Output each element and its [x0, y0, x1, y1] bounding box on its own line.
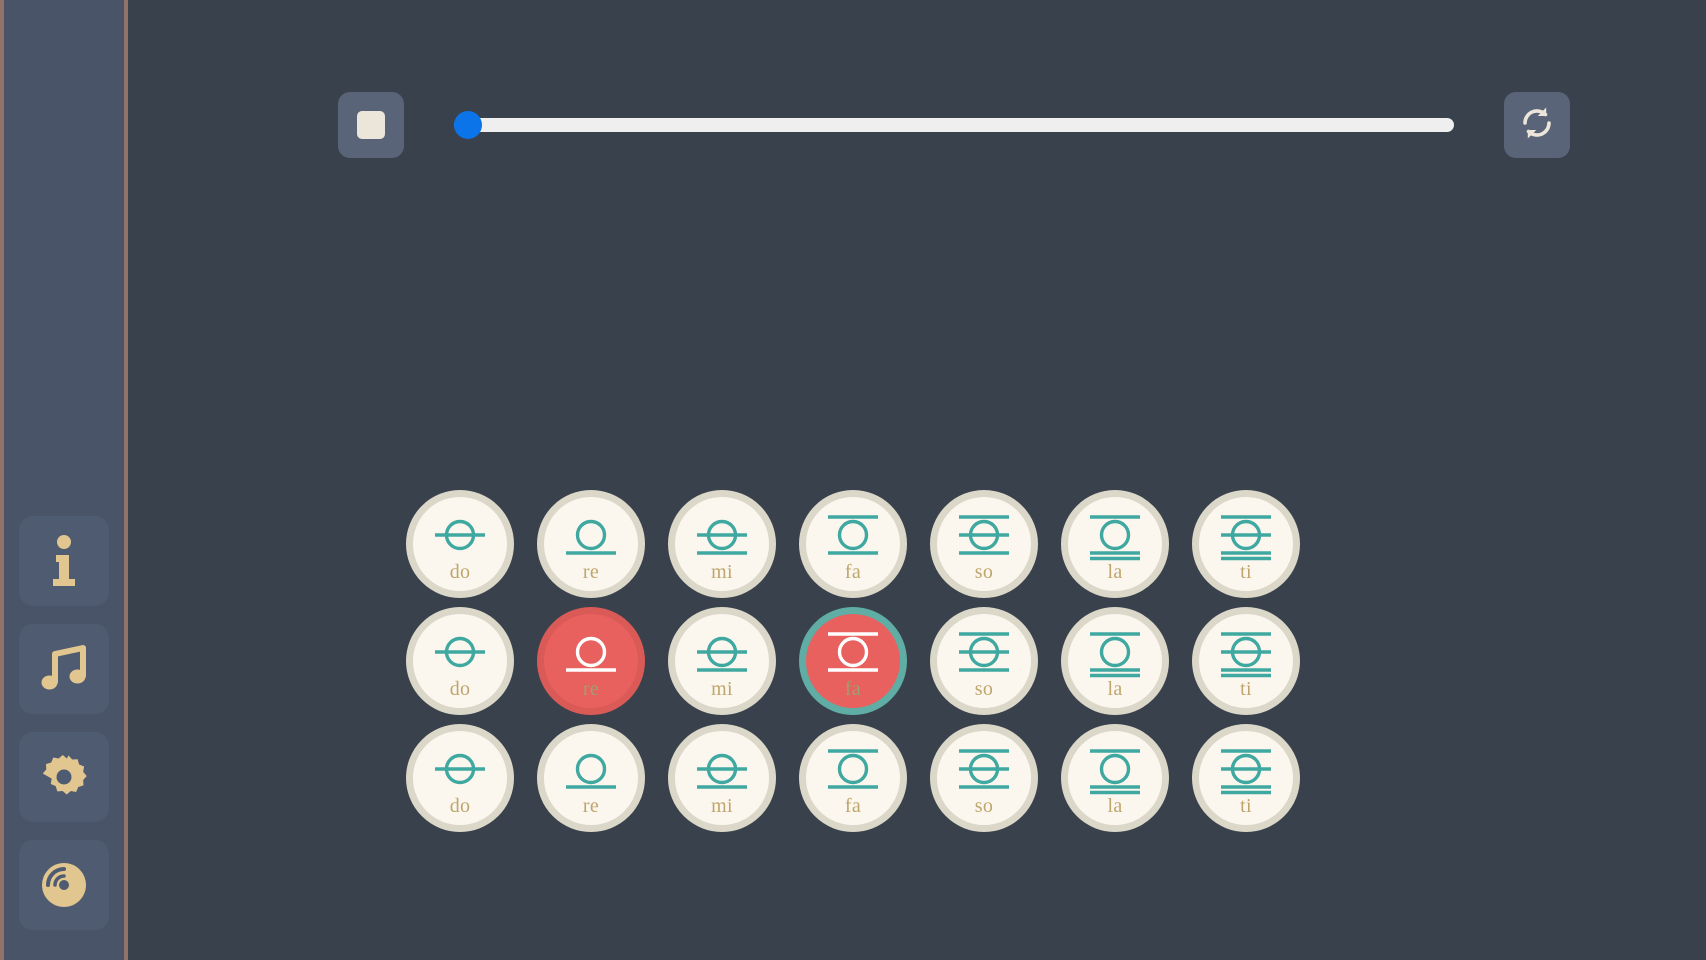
- refresh-icon: [1518, 104, 1556, 147]
- note-label: fa: [844, 794, 862, 817]
- note-label: ti: [1240, 677, 1252, 700]
- note-row: do re mi fa so la ti: [406, 490, 1300, 598]
- note-button-do-row1[interactable]: do: [406, 607, 514, 715]
- disc-icon: [39, 860, 89, 910]
- note-button-mi-row1[interactable]: mi: [668, 607, 776, 715]
- slider-thumb[interactable]: [454, 111, 482, 139]
- note-symbol-la: [1090, 514, 1140, 560]
- note-button-fa-row1[interactable]: fa: [799, 607, 907, 715]
- note-symbol-so: [959, 631, 1009, 672]
- note-label: do: [449, 677, 471, 700]
- note-symbol-do: [435, 636, 485, 667]
- note-symbol-do: [435, 519, 485, 550]
- note-symbol-ti: [1221, 631, 1271, 677]
- note-symbol-mi: [697, 753, 747, 789]
- tempo-slider[interactable]: [454, 92, 1454, 158]
- note-button-ti-row1[interactable]: ti: [1192, 607, 1300, 715]
- note-button-re-row0[interactable]: re: [537, 490, 645, 598]
- note-button-la-row0[interactable]: la: [1061, 490, 1169, 598]
- note-label: fa: [844, 677, 862, 700]
- note-label: re: [582, 677, 600, 700]
- music-note-icon: [39, 644, 89, 694]
- note-button-re-row2[interactable]: re: [537, 724, 645, 832]
- main-content: do re mi fa so la ti do re mi fa so la ti do re mi fa so la…: [128, 0, 1706, 960]
- note-label: mi: [711, 794, 733, 817]
- note-grid: do re mi fa so la ti do re mi fa so la ti do re mi fa so la…: [406, 490, 1300, 832]
- note-symbol-re: [566, 519, 616, 555]
- note-label: so: [974, 794, 994, 817]
- note-symbol-do: [435, 753, 485, 784]
- note-button-so-row1[interactable]: so: [930, 607, 1038, 715]
- note-label: mi: [711, 677, 733, 700]
- note-button-mi-row2[interactable]: mi: [668, 724, 776, 832]
- info-icon: [47, 535, 81, 587]
- reset-button[interactable]: [1504, 92, 1570, 158]
- note-button-re-row1[interactable]: re: [537, 607, 645, 715]
- note-button-so-row0[interactable]: so: [930, 490, 1038, 598]
- note-symbol-mi: [697, 636, 747, 672]
- note-symbol-la: [1090, 748, 1140, 794]
- note-symbol-la: [1090, 631, 1140, 677]
- note-symbol-mi: [697, 519, 747, 555]
- note-button-fa-row2[interactable]: fa: [799, 724, 907, 832]
- note-symbol-fa: [828, 514, 878, 555]
- note-symbol-re: [566, 636, 616, 672]
- note-symbol-ti: [1221, 748, 1271, 794]
- note-label: do: [449, 794, 471, 817]
- note-label: la: [1107, 677, 1123, 700]
- note-button-ti-row0[interactable]: ti: [1192, 490, 1300, 598]
- note-button-la-row2[interactable]: la: [1061, 724, 1169, 832]
- note-button-ti-row2[interactable]: ti: [1192, 724, 1300, 832]
- sidebar-item-record[interactable]: [19, 840, 109, 930]
- note-label: fa: [844, 560, 862, 583]
- note-row: do re mi fa so la ti: [406, 724, 1300, 832]
- note-symbol-ti: [1221, 514, 1271, 560]
- sidebar-item-settings[interactable]: [19, 732, 109, 822]
- gear-icon: [40, 753, 88, 801]
- note-symbol-so: [959, 748, 1009, 789]
- note-symbol-re: [566, 753, 616, 789]
- note-symbol-fa: [828, 631, 878, 672]
- note-label: ti: [1240, 794, 1252, 817]
- note-label: do: [449, 560, 471, 583]
- note-button-so-row2[interactable]: so: [930, 724, 1038, 832]
- note-button-fa-row0[interactable]: fa: [799, 490, 907, 598]
- stop-button[interactable]: [338, 92, 404, 158]
- note-button-do-row0[interactable]: do: [406, 490, 514, 598]
- note-button-do-row2[interactable]: do: [406, 724, 514, 832]
- sidebar-item-music[interactable]: [19, 624, 109, 714]
- note-symbol-fa: [828, 748, 878, 789]
- note-label: ti: [1240, 560, 1252, 583]
- note-label: so: [974, 677, 994, 700]
- stop-square-icon: [357, 111, 385, 139]
- note-label: so: [974, 560, 994, 583]
- note-label: re: [582, 560, 600, 583]
- note-label: la: [1107, 794, 1123, 817]
- note-button-la-row1[interactable]: la: [1061, 607, 1169, 715]
- note-label: mi: [711, 560, 733, 583]
- note-label: la: [1107, 560, 1123, 583]
- slider-track[interactable]: [454, 118, 1454, 132]
- note-button-mi-row0[interactable]: mi: [668, 490, 776, 598]
- note-row: do re mi fa so la ti: [406, 607, 1300, 715]
- sidebar: [0, 0, 128, 960]
- playback-toolbar: [338, 92, 1570, 158]
- sidebar-item-info[interactable]: [19, 516, 109, 606]
- note-symbol-so: [959, 514, 1009, 555]
- note-label: re: [582, 794, 600, 817]
